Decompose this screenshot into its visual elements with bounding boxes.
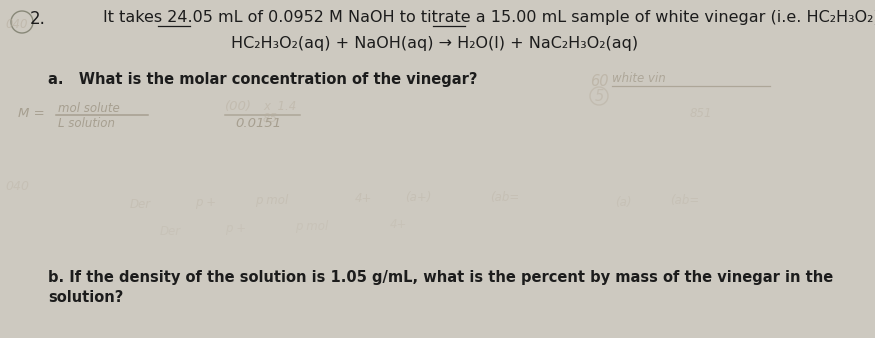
- Text: M =: M =: [18, 107, 45, 120]
- Text: x  1.4: x 1.4: [263, 100, 297, 113]
- Text: 040: 040: [5, 180, 29, 193]
- Text: 5: 5: [595, 89, 605, 104]
- Text: white vin: white vin: [612, 72, 666, 85]
- Text: (ab=: (ab=: [670, 194, 699, 207]
- Text: 4+: 4+: [355, 192, 373, 205]
- Text: a.   What is the molar concentration of the vinegar?: a. What is the molar concentration of th…: [48, 72, 478, 87]
- Text: 4+: 4+: [390, 218, 408, 231]
- Text: (a): (a): [615, 196, 632, 209]
- Text: (ab=: (ab=: [490, 191, 519, 204]
- Text: 851: 851: [690, 107, 712, 120]
- Text: solution?: solution?: [48, 290, 123, 305]
- Text: (a+): (a+): [405, 191, 431, 204]
- Text: mol solute: mol solute: [58, 102, 120, 115]
- Text: p +: p +: [195, 196, 216, 209]
- Text: (00): (00): [225, 100, 252, 113]
- Text: b. If the density of the solution is 1.05 g/mL, what is the percent by mass of t: b. If the density of the solution is 1.0…: [48, 270, 833, 285]
- Text: 040: 040: [5, 18, 27, 31]
- Text: p mol: p mol: [255, 194, 288, 207]
- Text: 85: 85: [263, 112, 278, 125]
- Text: 2.: 2.: [30, 10, 46, 28]
- Text: p mol: p mol: [295, 220, 328, 233]
- Text: Der: Der: [130, 198, 151, 211]
- Text: It takes 24.05 mL of 0.0952 M NaOH to titrate a 15.00 mL sample of white vinegar: It takes 24.05 mL of 0.0952 M NaOH to ti…: [103, 10, 875, 25]
- Text: 0.0151: 0.0151: [235, 117, 281, 130]
- Text: HC₂H₃O₂(aq) + NaOH(aq) → H₂O(l) + NaC₂H₃O₂(aq): HC₂H₃O₂(aq) + NaOH(aq) → H₂O(l) + NaC₂H₃…: [231, 36, 639, 51]
- Text: L solution: L solution: [58, 117, 115, 130]
- Text: 60: 60: [590, 74, 608, 89]
- Text: p +: p +: [225, 222, 246, 235]
- Text: Der: Der: [160, 225, 181, 238]
